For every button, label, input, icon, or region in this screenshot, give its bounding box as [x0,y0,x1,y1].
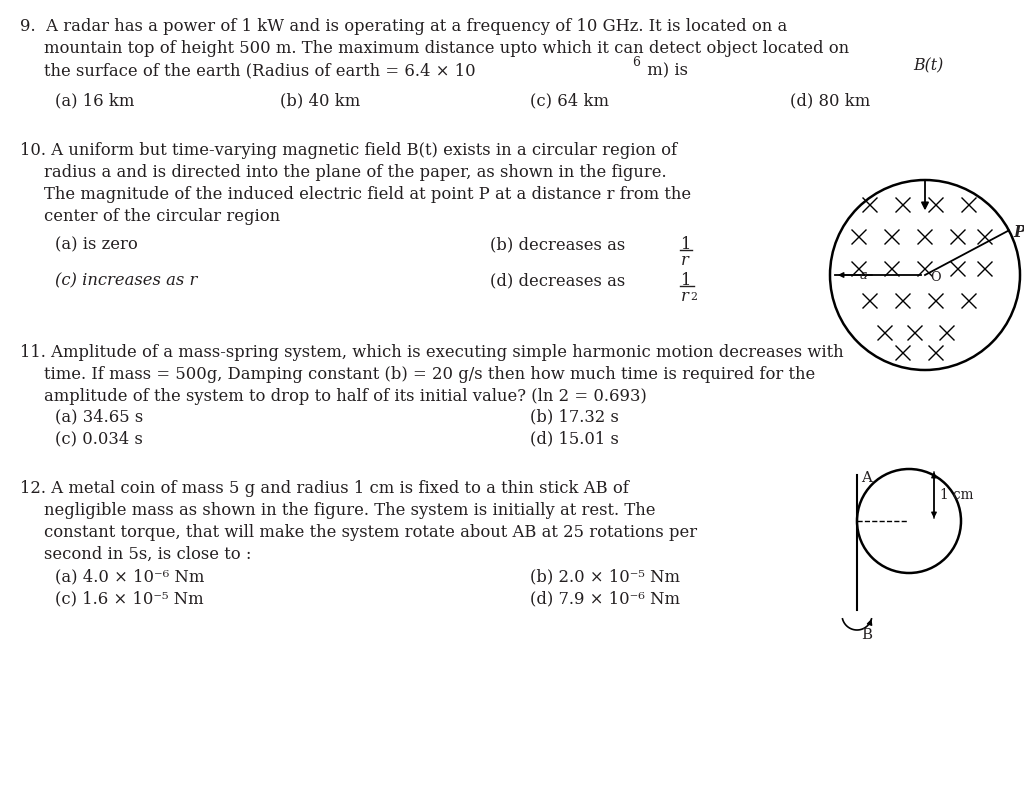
Text: P: P [1013,224,1024,241]
Text: (d) 15.01 s: (d) 15.01 s [530,430,618,447]
Text: (a) 4.0 × 10⁻⁶ Nm: (a) 4.0 × 10⁻⁶ Nm [55,568,205,585]
Text: The magnitude of the induced electric field at point P at a distance r from the: The magnitude of the induced electric fi… [44,186,691,203]
Text: O: O [930,271,941,284]
Text: radius a and is directed into the plane of the paper, as shown in the figure.: radius a and is directed into the plane … [44,164,667,181]
Text: second in 5s, is close to :: second in 5s, is close to : [44,546,252,563]
Text: (d) decreases as: (d) decreases as [490,272,626,289]
Text: (c) increases as r: (c) increases as r [55,272,198,289]
Text: (b) 17.32 s: (b) 17.32 s [530,408,618,425]
Text: (c) 1.6 × 10⁻⁵ Nm: (c) 1.6 × 10⁻⁵ Nm [55,590,204,607]
Text: r: r [681,252,689,269]
Text: (c) 0.034 s: (c) 0.034 s [55,430,143,447]
Text: B: B [861,628,872,642]
Text: (a) is zero: (a) is zero [55,236,138,253]
Text: (b) decreases as: (b) decreases as [490,236,626,253]
Text: negligible mass as shown in the figure. The system is initially at rest. The: negligible mass as shown in the figure. … [44,502,655,519]
Text: m) is: m) is [642,62,688,79]
Text: the surface of the earth (Radius of earth = 6.4 × 10: the surface of the earth (Radius of eart… [44,62,475,79]
Text: A: A [861,471,871,485]
Text: (d) 7.9 × 10⁻⁶ Nm: (d) 7.9 × 10⁻⁶ Nm [530,590,680,607]
Text: (b) 40 km: (b) 40 km [280,92,360,109]
Text: (c) 64 km: (c) 64 km [530,92,609,109]
Text: (a) 16 km: (a) 16 km [55,92,134,109]
Text: (b) 2.0 × 10⁻⁵ Nm: (b) 2.0 × 10⁻⁵ Nm [530,568,680,585]
Text: constant torque, that will make the system rotate about AB at 25 rotations per: constant torque, that will make the syst… [44,524,697,541]
Text: 11. Amplitude of a mass-spring system, which is executing simple harmonic motion: 11. Amplitude of a mass-spring system, w… [20,344,844,361]
Text: 1: 1 [680,236,690,253]
Text: time. If mass = 500g, Damping constant (b) = 20 g/s then how much time is requir: time. If mass = 500g, Damping constant (… [44,366,815,383]
Text: 1 cm: 1 cm [940,488,974,502]
Text: 2: 2 [690,292,697,302]
Text: a: a [860,269,867,282]
Text: B(t): B(t) [913,57,943,74]
Text: mountain top of height 500 m. The maximum distance upto which it can detect obje: mountain top of height 500 m. The maximu… [44,40,849,57]
Text: r: r [681,288,689,305]
Text: 12. A metal coin of mass 5 g and radius 1 cm is fixed to a thin stick AB of: 12. A metal coin of mass 5 g and radius … [20,480,629,497]
Text: (a) 34.65 s: (a) 34.65 s [55,408,143,425]
Text: 9.  A radar has a power of 1 kW and is operating at a frequency of 10 GHz. It is: 9. A radar has a power of 1 kW and is op… [20,18,787,35]
Text: 10. A uniform but time-varying magnetic field B(t) exists in a circular region o: 10. A uniform but time-varying magnetic … [20,142,677,159]
Text: 6: 6 [632,56,640,69]
Text: (d) 80 km: (d) 80 km [790,92,870,109]
Text: center of the circular region: center of the circular region [44,208,281,225]
Text: amplitude of the system to drop to half of its initial value? (ln 2 = 0.693): amplitude of the system to drop to half … [44,388,647,405]
Text: 1: 1 [680,272,690,289]
